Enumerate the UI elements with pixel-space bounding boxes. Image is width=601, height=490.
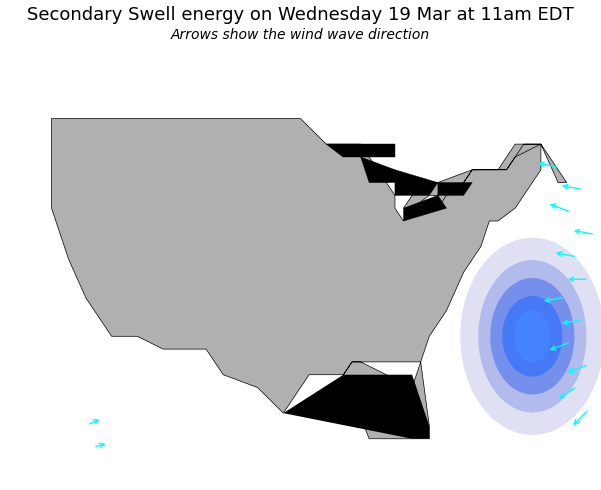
- Ellipse shape: [490, 278, 575, 394]
- Text: Arrows show the wind wave direction: Arrows show the wind wave direction: [171, 28, 430, 43]
- Ellipse shape: [478, 260, 587, 413]
- Polygon shape: [52, 119, 567, 439]
- Polygon shape: [403, 196, 447, 221]
- Ellipse shape: [460, 238, 601, 435]
- Polygon shape: [361, 157, 395, 183]
- Polygon shape: [438, 183, 472, 196]
- Ellipse shape: [514, 309, 551, 363]
- Polygon shape: [283, 375, 429, 439]
- Polygon shape: [395, 170, 438, 196]
- Polygon shape: [326, 144, 395, 157]
- Text: Secondary Swell energy on Wednesday 19 Mar at 11am EDT: Secondary Swell energy on Wednesday 19 M…: [27, 5, 574, 24]
- Ellipse shape: [502, 296, 563, 377]
